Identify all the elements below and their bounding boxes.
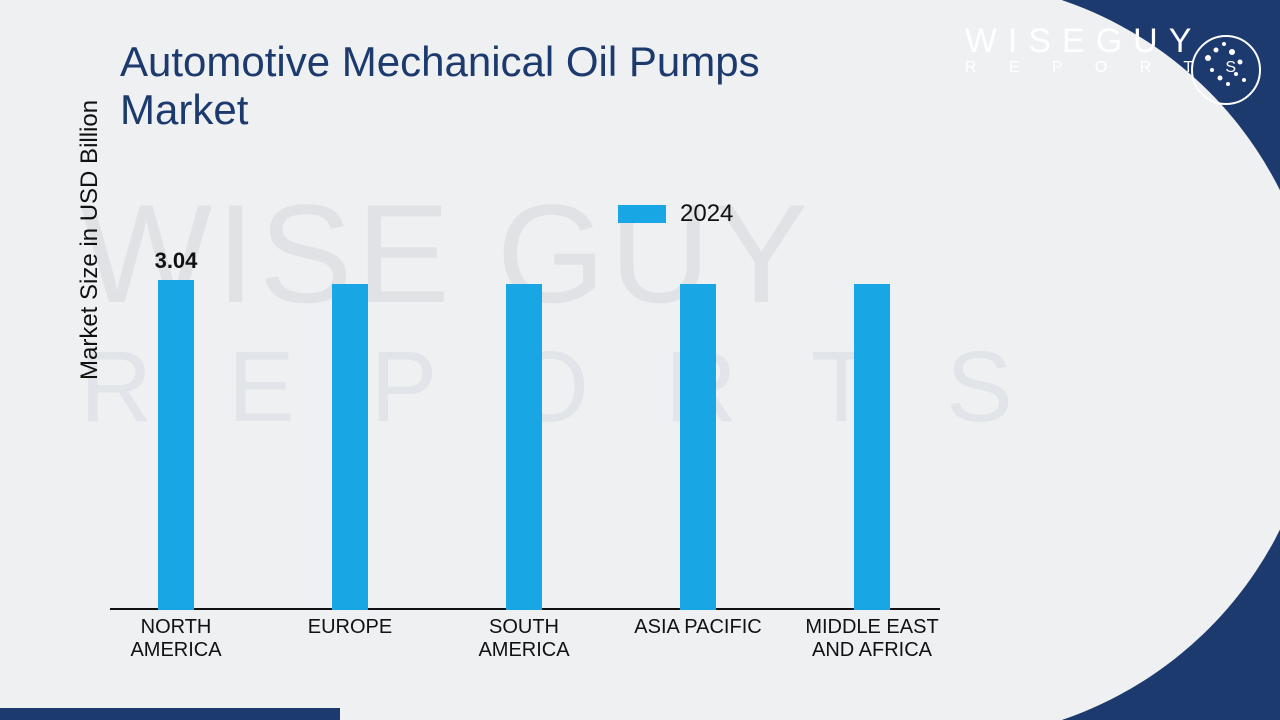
bar xyxy=(854,284,890,610)
bar xyxy=(506,284,542,610)
bar xyxy=(332,284,368,610)
bar-chart: 3.04NORTH AMERICAEUROPESOUTH AMERICAASIA… xyxy=(110,230,940,610)
x-axis-category-label: EUROPE xyxy=(270,616,430,639)
logo-text-line2: R E P O R T S xyxy=(965,59,1250,77)
x-axis-category-label: ASIA PACIFIC xyxy=(618,616,778,639)
x-axis-category-label: SOUTH AMERICA xyxy=(444,616,604,662)
legend: 2024 xyxy=(618,200,733,228)
brand-logo: WISEGUY R E P O R T S xyxy=(965,22,1250,77)
y-axis-label: Market Size in USD Billion xyxy=(76,100,104,380)
bar xyxy=(680,284,716,610)
x-axis-category-label: NORTH AMERICA xyxy=(96,616,256,662)
chart-title: Automotive Mechanical Oil Pumps Market xyxy=(120,38,840,135)
logo-text-line1: WISEGUY xyxy=(965,22,1250,61)
legend-year: 2024 xyxy=(680,200,733,228)
bar-value-label: 3.04 xyxy=(136,248,216,274)
stage: WISE GUY R E P O R T S Automotive Mechan… xyxy=(0,0,1280,720)
bar xyxy=(158,280,194,610)
bottom-strip xyxy=(0,708,340,720)
legend-swatch xyxy=(618,205,666,223)
x-axis-category-label: MIDDLE EAST AND AFRICA xyxy=(792,616,952,662)
